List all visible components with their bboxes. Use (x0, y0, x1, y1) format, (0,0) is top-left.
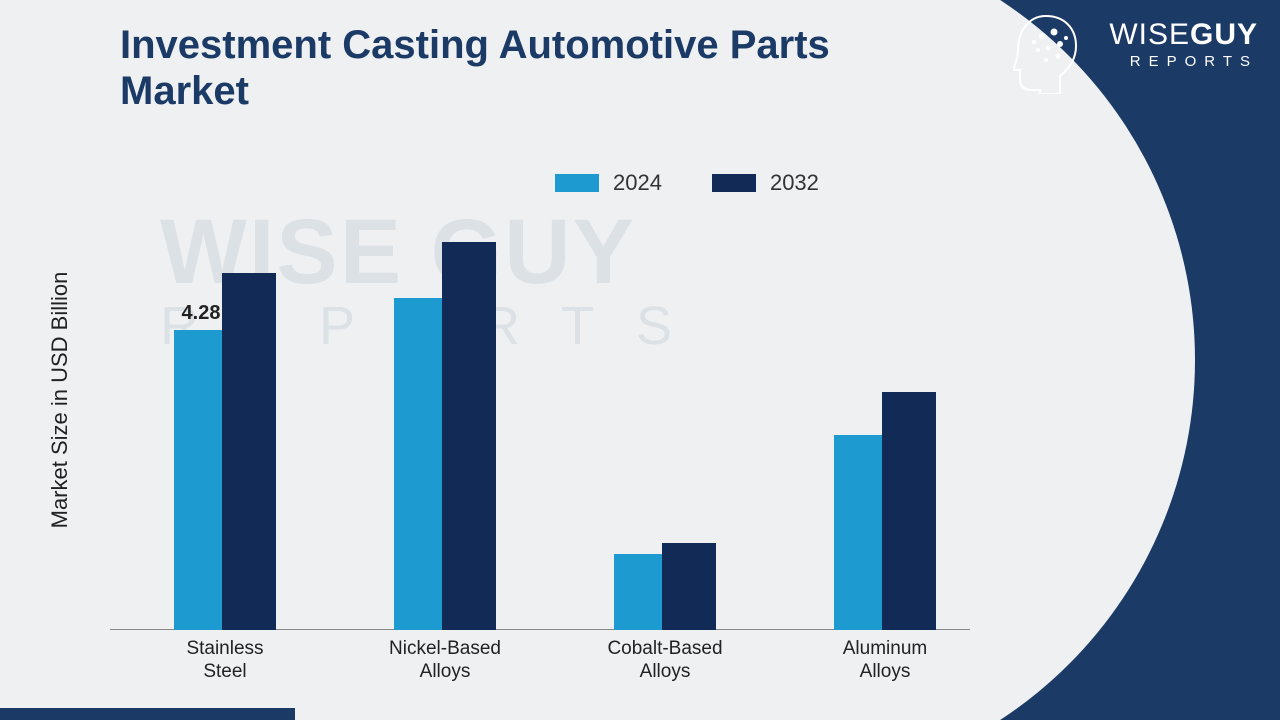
bar-2032 (882, 392, 936, 630)
brand-line2: REPORTS (1109, 54, 1258, 69)
bar-group: Nickel-Based Alloys (370, 242, 520, 631)
bar-2024: 4.28 (174, 330, 228, 630)
bar-2032 (222, 273, 276, 630)
plot-area: 4.28Stainless Steel Nickel-Based Alloys Co… (110, 210, 970, 630)
bar-2024 (394, 298, 448, 631)
report-graphic: WISE GUY REPORTS WISEGUY REPORTS Investm… (0, 0, 1280, 720)
brand-line1: WISEGUY (1109, 20, 1258, 50)
bottom-accent-strip (0, 708, 295, 720)
legend-swatch-2024 (555, 174, 599, 192)
category-label: Stainless Steel (135, 638, 315, 684)
bar-group: Aluminum Alloys (810, 392, 960, 630)
bar-2024 (834, 435, 888, 630)
legend-swatch-2032 (712, 174, 756, 192)
chart-title: Investment Casting Automotive Parts Mark… (120, 22, 840, 114)
category-label: Nickel-Based Alloys (355, 638, 535, 684)
bar-2032 (442, 242, 496, 631)
legend-item-2032: 2032 (712, 170, 819, 196)
legend-item-2024: 2024 (555, 170, 662, 196)
bar-group: 4.28Stainless Steel (150, 273, 300, 630)
legend: 2024 2032 (555, 170, 819, 196)
bar-2032 (662, 543, 716, 631)
brand-logo: WISEGUY REPORTS (1109, 20, 1258, 69)
bar-2024 (614, 554, 668, 630)
y-axis-label: Market Size in USD Billion (47, 272, 73, 529)
brand-word-2: GUY (1190, 18, 1258, 51)
category-label: Cobalt-Based Alloys (575, 638, 755, 684)
bar-value-label: 4.28 (182, 302, 221, 325)
category-label: Aluminum Alloys (795, 638, 975, 684)
legend-label-2024: 2024 (613, 170, 662, 196)
brand-word-1: WISE (1109, 18, 1190, 51)
bar-group: Cobalt-Based Alloys (590, 543, 740, 631)
legend-label-2032: 2032 (770, 170, 819, 196)
